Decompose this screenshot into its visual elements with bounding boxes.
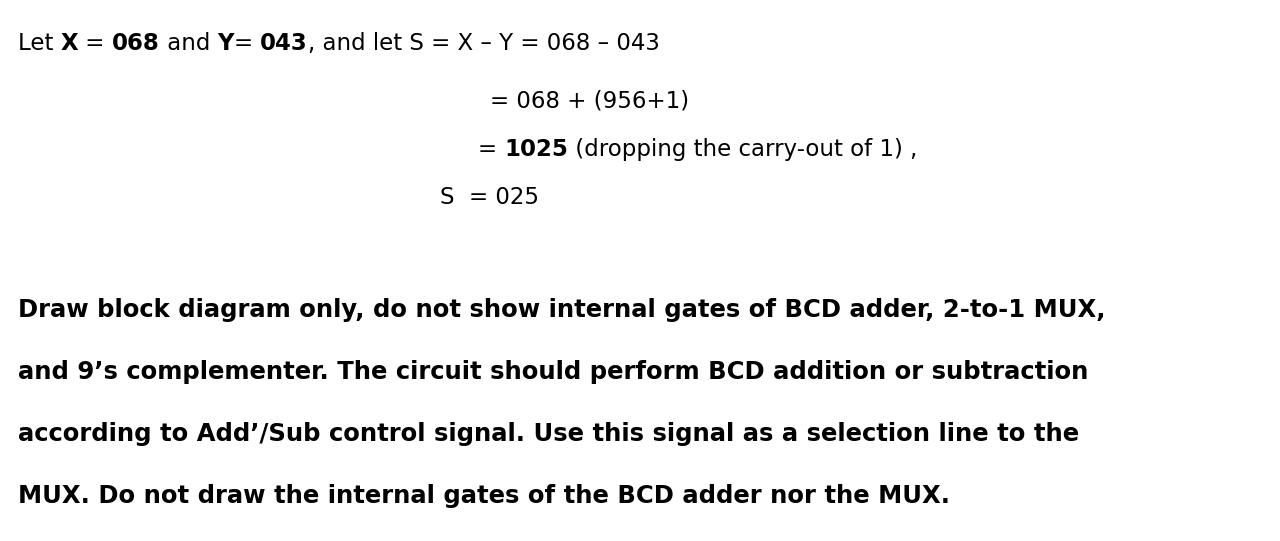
Text: =: = (477, 138, 504, 161)
Text: Y: Y (218, 32, 234, 55)
Text: and 9’s complementer. The circuit should perform BCD addition or subtraction: and 9’s complementer. The circuit should… (18, 360, 1088, 384)
Text: Let: Let (18, 32, 60, 55)
Text: S  = 025: S = 025 (440, 186, 539, 209)
Text: 068: 068 (111, 32, 160, 55)
Text: according to Add’/Sub control signal. Use this signal as a selection line to the: according to Add’/Sub control signal. Us… (18, 422, 1079, 446)
Text: Draw block diagram only, do not show internal gates of BCD adder, 2-to-1 MUX,: Draw block diagram only, do not show int… (18, 298, 1106, 322)
Text: X: X (60, 32, 78, 55)
Text: =: = (78, 32, 111, 55)
Text: (dropping the carry-out of 1) ,: (dropping the carry-out of 1) , (568, 138, 918, 161)
Text: 043: 043 (260, 32, 308, 55)
Text: , and let S = X – Y = 068 – 043: , and let S = X – Y = 068 – 043 (308, 32, 659, 55)
Text: 1025: 1025 (504, 138, 568, 161)
Text: = 068 + (956+1): = 068 + (956+1) (490, 90, 689, 113)
Text: =: = (234, 32, 260, 55)
Text: and: and (160, 32, 218, 55)
Text: MUX. Do not draw the internal gates of the BCD adder nor the MUX.: MUX. Do not draw the internal gates of t… (18, 484, 950, 508)
